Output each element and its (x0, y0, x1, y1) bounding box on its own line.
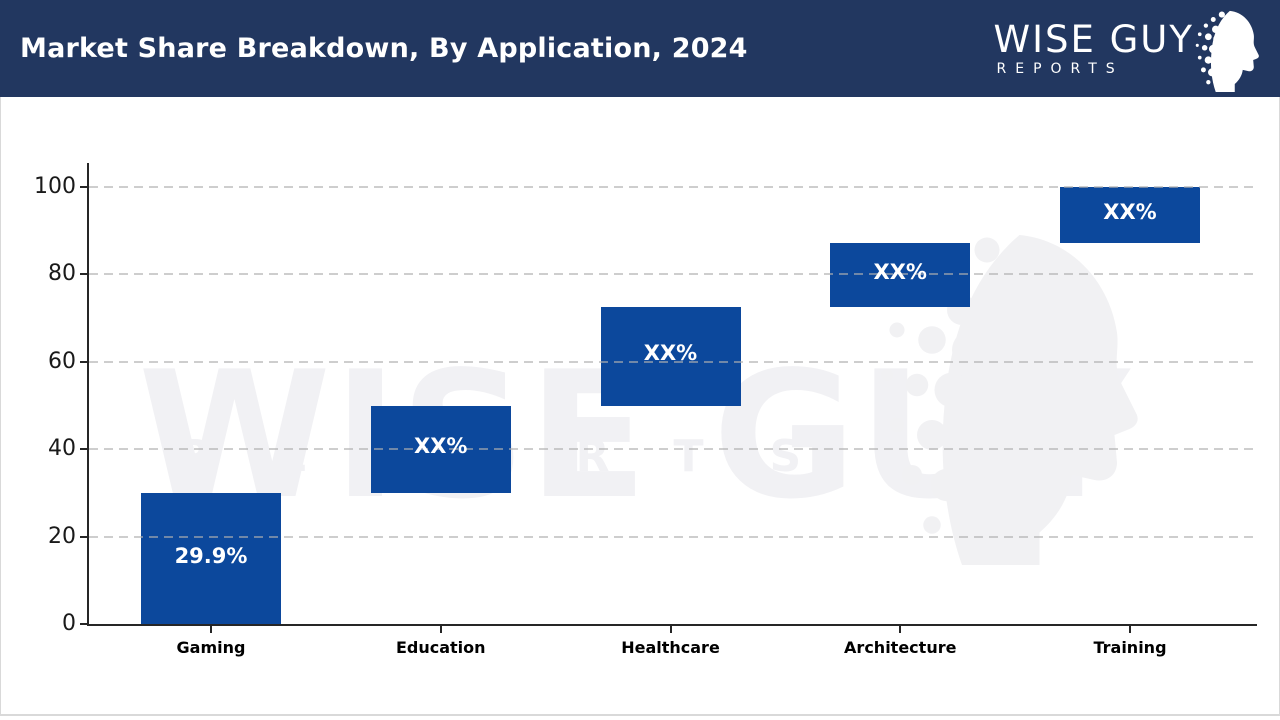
y-tick-label: 0 (62, 611, 76, 636)
x-tick-mark (1129, 626, 1131, 633)
x-category-label: Training (1093, 638, 1167, 657)
logo-reports-label: REPORTS (996, 60, 1124, 77)
y-gridline (89, 360, 1257, 363)
bar-healthcare (600, 307, 741, 406)
y-gridline (89, 273, 1257, 275)
bar-value-label: XX% (414, 434, 468, 459)
y-tick-label: 60 (48, 348, 76, 374)
left-edge-line (0, 97, 1, 714)
y-gridline (89, 535, 1257, 538)
y-tick-label: 40 (48, 436, 76, 461)
y-tick-label: 100 (34, 173, 76, 199)
bar-gaming (141, 493, 281, 624)
y-tick-mark (80, 535, 88, 538)
bottom-edge-line (0, 714, 1280, 716)
bar-architecture (830, 243, 971, 308)
x-category-label: Architecture (844, 638, 957, 657)
x-axis-line (87, 624, 1257, 626)
y-axis-line (87, 163, 89, 626)
y-tick-label: 20 (48, 523, 76, 549)
x-tick-mark (899, 626, 902, 633)
bar-value-label: 29.9% (174, 543, 248, 568)
x-category-label: Education (395, 638, 486, 657)
x-category-label: Gaming (176, 638, 246, 657)
page-title: Market Share Breakdown, By Application, … (20, 33, 748, 64)
y-gridline (89, 448, 1257, 450)
header-bar: Market Share Breakdown, By Application, … (0, 0, 1280, 97)
y-tick-mark (80, 448, 88, 450)
x-category-label: Healthcare (621, 638, 720, 657)
y-tick-mark (80, 360, 88, 363)
y-tick-mark (80, 273, 88, 275)
x-tick-mark (210, 626, 212, 633)
y-gridline (89, 185, 1257, 188)
bar-value-label: XX% (873, 260, 927, 285)
bar-value-label: XX% (1103, 199, 1157, 224)
y-tick-mark (80, 185, 88, 188)
x-tick-mark (669, 626, 672, 633)
bar-value-label: XX% (643, 341, 698, 366)
logo-text: WISE GUY REPORTS (994, 21, 1194, 77)
logo-wiseguy-label: WISE GUY (993, 17, 1194, 61)
y-tick-mark (80, 623, 88, 625)
y-tick-label: 80 (48, 261, 76, 286)
bar-training (1060, 186, 1200, 244)
x-tick-mark (439, 626, 442, 633)
wise-guy-reports-logo: WISE GUY REPORTS (994, 6, 1266, 92)
